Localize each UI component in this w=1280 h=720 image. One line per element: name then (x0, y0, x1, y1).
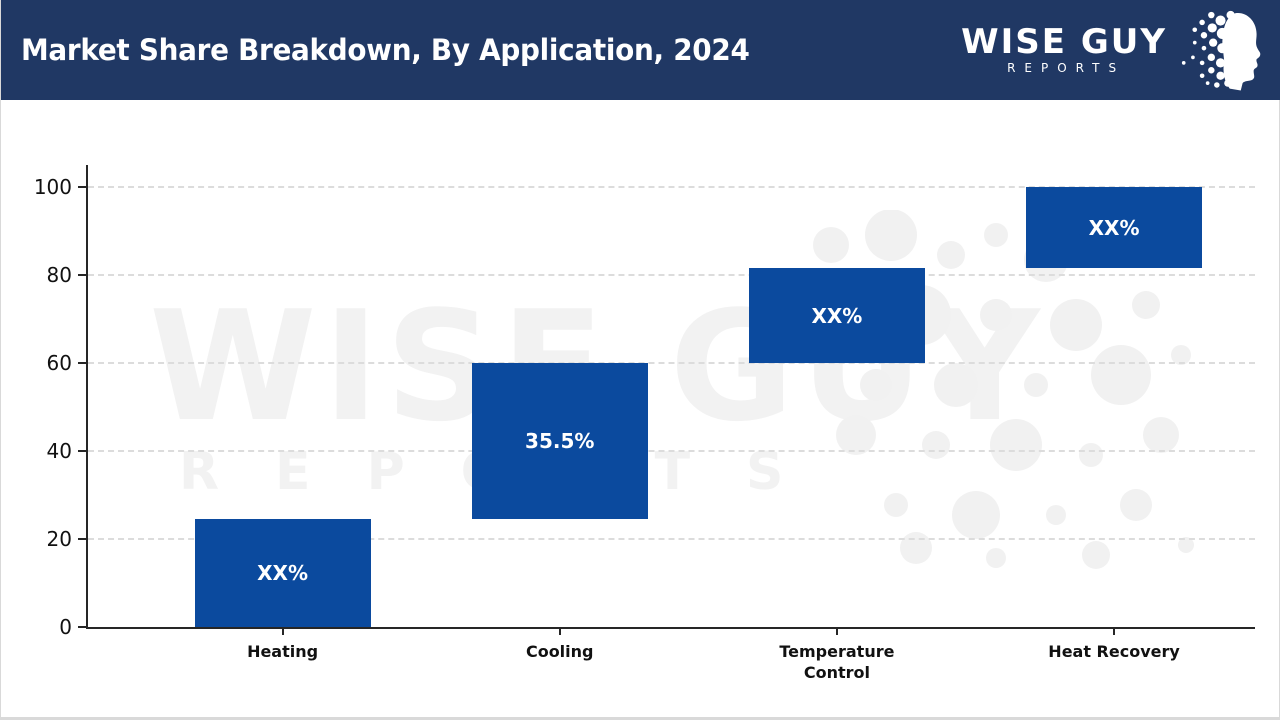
logo-subtitle: REPORTS (1007, 61, 1126, 75)
header-bar: Market Share Breakdown, By Application, … (1, 0, 1280, 100)
y-tick-label: 100 (33, 175, 72, 199)
x-tick-mark (281, 627, 284, 635)
bar-heating: XX% (194, 519, 371, 627)
bar-value-label: XX% (257, 561, 309, 586)
y-axis-line (86, 165, 88, 629)
y-tick-mark (78, 626, 86, 628)
bar-value-label: XX% (1088, 215, 1140, 240)
plot-area: XX% 35.5% XX% XX% (86, 165, 1255, 629)
chart-area: XX% 35.5% XX% XX% 0 20 40 60 80 100 Heating Coolin… (1, 100, 1280, 720)
gridline-60 (88, 362, 1255, 364)
y-tick-mark (78, 538, 86, 540)
page-title: Market Share Breakdown, By Application, … (21, 33, 750, 67)
wiseguy-logo: WISE GUY REPORTS (961, 7, 1261, 93)
bar-value-label: 35.5% (525, 429, 595, 454)
bar-cooling: 35.5% (471, 363, 648, 520)
y-tick-label: 20 (46, 527, 72, 551)
gridline-100 (88, 186, 1255, 188)
y-tick-mark (78, 274, 86, 276)
y-tick-label: 40 (46, 439, 72, 463)
bar-temperature-control: XX% (748, 268, 925, 363)
x-tick-mark (835, 627, 838, 635)
gridline-40 (88, 450, 1255, 452)
y-tick-mark (78, 186, 86, 188)
gridline-80 (88, 274, 1255, 276)
x-tick-mark (1113, 627, 1116, 635)
y-tick-mark (78, 362, 86, 364)
dotted-head-icon (1181, 10, 1261, 91)
y-tick-mark (78, 450, 86, 452)
logo-wordmark: WISE GUY (961, 22, 1167, 62)
y-tick-label: 60 (46, 351, 72, 375)
category-label-4: Heat Recovery (1048, 642, 1180, 661)
y-tick-label: 80 (46, 263, 72, 287)
category-label-3: Temperature Control (779, 642, 895, 682)
x-tick-mark (558, 627, 561, 635)
wiseguy-logo-text: WISE GUY REPORTS (961, 25, 1167, 75)
gridline-20 (88, 538, 1255, 540)
bar-value-label: XX% (811, 303, 863, 328)
category-label-2: Cooling (525, 642, 594, 661)
bar-heat-recovery: XX% (1026, 187, 1203, 269)
y-tick-label: 0 (59, 615, 72, 639)
category-label-1: Heating (247, 642, 319, 661)
x-axis-line (86, 627, 1255, 629)
